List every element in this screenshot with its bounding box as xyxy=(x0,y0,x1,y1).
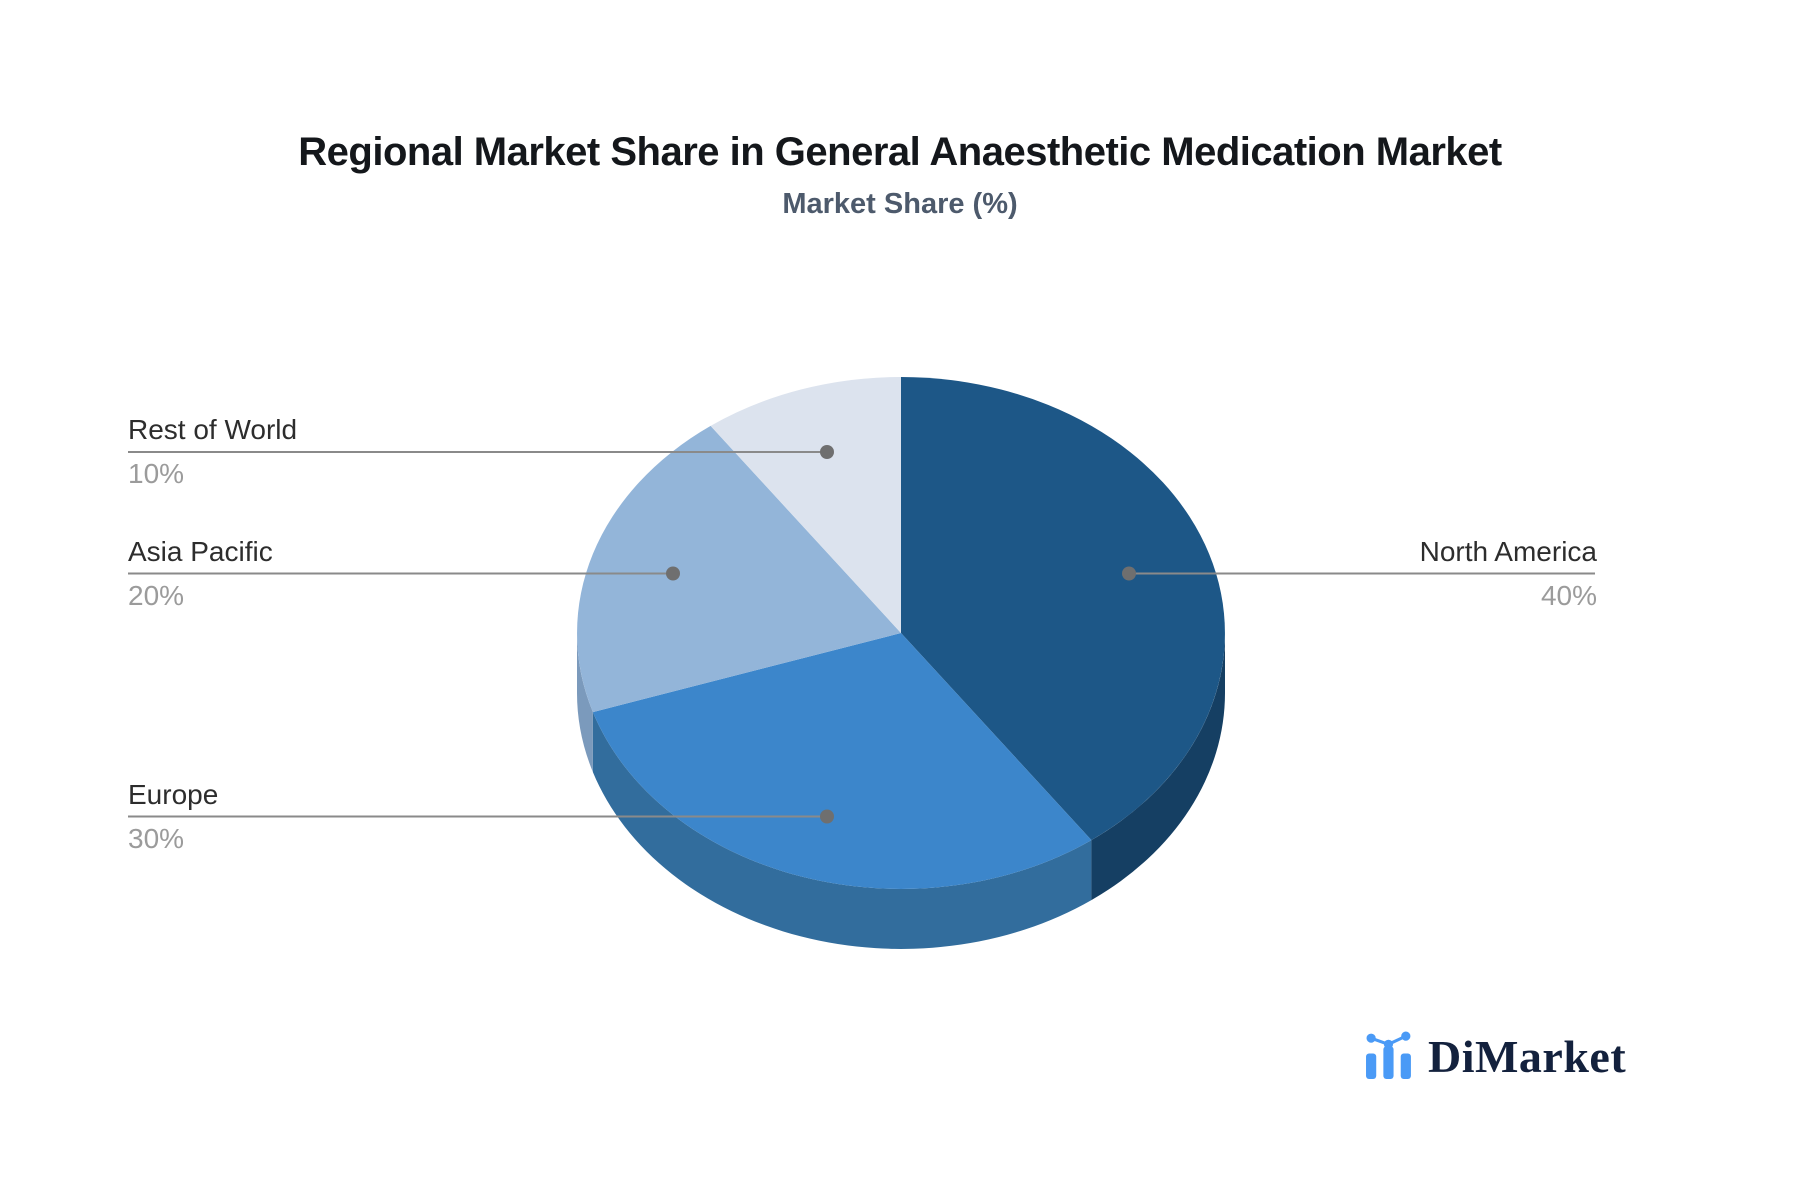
chart-title: Regional Market Share in General Anaesth… xyxy=(298,130,1502,174)
slice-percent: 30% xyxy=(128,823,185,854)
pie-slice-side-asia-pacific xyxy=(577,633,593,773)
slice-label: Asia Pacific xyxy=(128,536,273,567)
pie-slice-north-america[interactable] xyxy=(901,377,1225,841)
leader-dot-asia-pacific xyxy=(666,566,680,581)
leader-dot-europe xyxy=(820,809,834,824)
callout-asia-pacific: Asia Pacific 20% xyxy=(128,535,273,613)
pie-slice-europe[interactable] xyxy=(592,633,1092,889)
pie-slice-rest-of-world[interactable] xyxy=(710,377,901,633)
pie-slice-side-north-america xyxy=(1091,633,1225,901)
slice-label: North America xyxy=(1419,536,1597,567)
bar-chart-logo-icon xyxy=(1366,1031,1411,1079)
brand-logo: DiMarket xyxy=(1365,1030,1627,1082)
leader-dot-north-america xyxy=(1122,566,1136,581)
callout-rest-of-world: Rest of World 10% xyxy=(128,413,297,491)
callout-europe: Europe 30% xyxy=(128,778,218,856)
slice-label: Rest of World xyxy=(128,414,298,445)
callout-north-america: North America 40% xyxy=(1420,535,1597,613)
brand-logo-text: DiMarket xyxy=(1428,1031,1627,1082)
pie-slice-asia-pacific[interactable] xyxy=(577,425,901,713)
chart-subtitle: Market Share (%) xyxy=(782,188,1018,220)
slice-percent: 20% xyxy=(128,580,185,611)
pie-slice-side-europe xyxy=(592,712,1092,949)
slice-percent: 10% xyxy=(128,458,185,489)
slice-percent: 40% xyxy=(1540,580,1597,611)
leader-dot-rest-of-world xyxy=(820,445,834,459)
slice-label: Europe xyxy=(128,779,219,810)
